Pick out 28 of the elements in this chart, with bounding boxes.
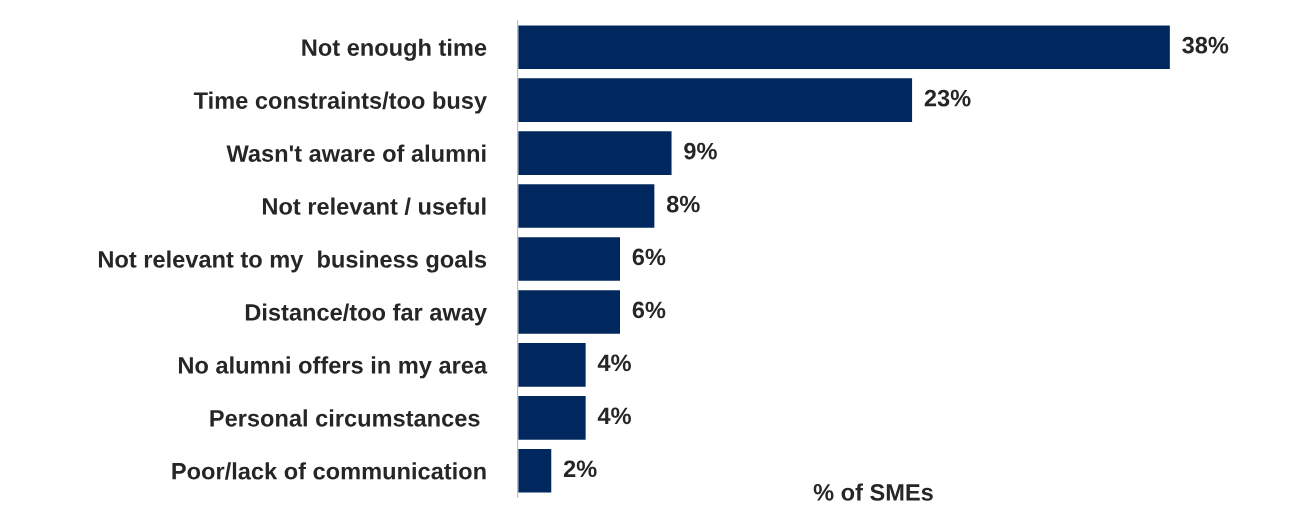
data-label: 4% [597,407,631,425]
data-label: 38% [1182,36,1229,54]
data-label: 9% [684,142,717,160]
bar [517,182,656,230]
data-label: 6% [632,248,666,266]
y-tick-label: Not enough time [302,38,487,61]
y-tick-label: Distance/too far away [245,303,487,326]
bar [517,394,588,442]
bar [517,23,1172,71]
data-label: 6% [632,301,666,319]
y-tick-label: Personal circumstances [210,409,480,427]
bar [517,447,553,495]
data-label: 4% [597,354,631,372]
data-label: 8% [666,195,700,213]
y-tick-label: Not relevant / useful [262,197,486,216]
y-tick-label: Not relevant to my business goals [98,250,487,273]
data-label: 23% [924,89,971,107]
y-tick-label: No alumni offers in my area [178,356,488,379]
x-axis-title: % of SMEs [813,483,933,501]
bar [517,129,673,177]
y-tick-label: Time constraints/too busy [193,91,487,114]
y-tick-label: Wasn't aware of alumni [226,144,486,162]
bar [517,235,622,283]
bar [517,76,914,124]
bar [517,288,622,336]
y-tick-label: Poor/lack of communication [172,462,486,480]
data-label: 2% [563,460,597,478]
bar [517,341,588,389]
